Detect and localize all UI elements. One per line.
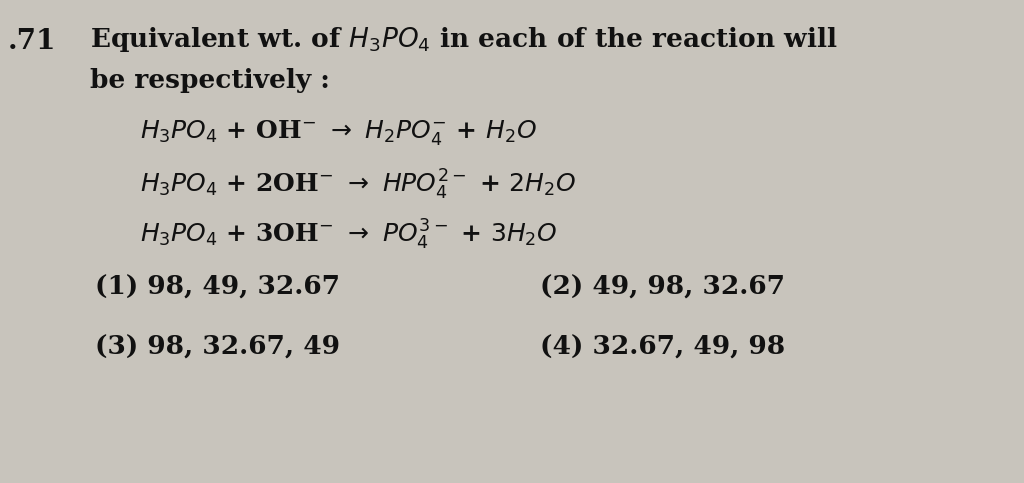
Text: (4) 32.67, 49, 98: (4) 32.67, 49, 98	[540, 335, 785, 360]
Text: (3) 98, 32.67, 49: (3) 98, 32.67, 49	[95, 335, 340, 360]
Text: Equivalent wt. of $H_3PO_4$ in each of the reaction will: Equivalent wt. of $H_3PO_4$ in each of t…	[90, 25, 838, 54]
Text: (1) 98, 49, 32.67: (1) 98, 49, 32.67	[95, 275, 340, 300]
Text: be respectively :: be respectively :	[90, 68, 330, 93]
Text: .71: .71	[8, 28, 56, 55]
Text: $H_3PO_4$ + 3OH$^{-}$ $\rightarrow$ $PO_4^{3-}$ + $3H_2O$: $H_3PO_4$ + 3OH$^{-}$ $\rightarrow$ $PO_…	[140, 218, 557, 252]
Text: $H_3PO_4$ + 2OH$^{-}$ $\rightarrow$ $HPO_4^{2-}$ + $2H_2O$: $H_3PO_4$ + 2OH$^{-}$ $\rightarrow$ $HPO…	[140, 168, 577, 202]
Text: $H_3PO_4$ + OH$^{-}$ $\rightarrow$ $H_2PO_4^{-}$ + $H_2O$: $H_3PO_4$ + OH$^{-}$ $\rightarrow$ $H_2P…	[140, 118, 537, 147]
Text: (2) 49, 98, 32.67: (2) 49, 98, 32.67	[540, 275, 785, 300]
